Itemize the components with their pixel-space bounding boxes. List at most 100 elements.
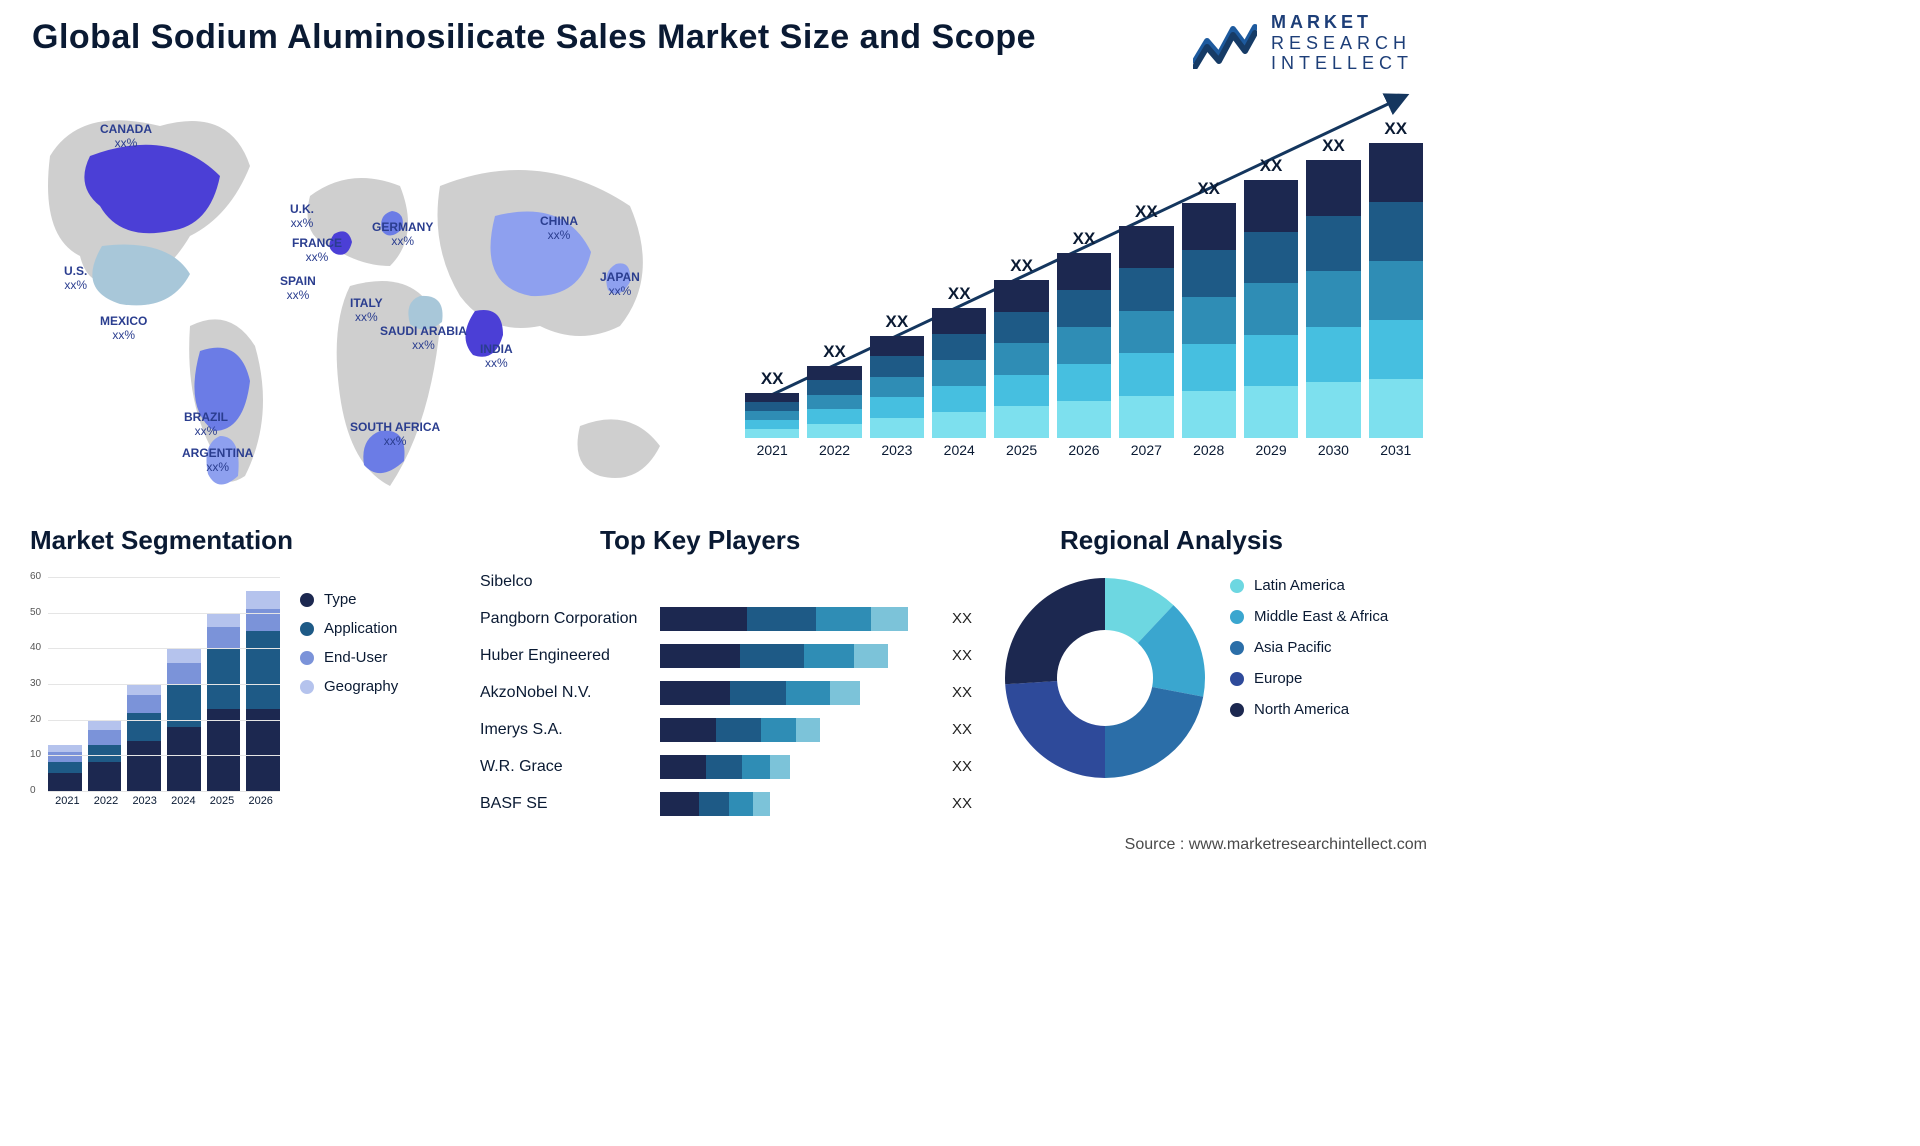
seg-y-tick: 0	[30, 785, 36, 796]
forecast-column: XX2024	[932, 284, 986, 458]
seg-bar-segment	[48, 745, 82, 752]
seg-year-label: 2024	[164, 795, 203, 817]
forecast-top-label: XX	[1135, 202, 1158, 222]
map-label: SOUTH AFRICAxx%	[350, 420, 440, 449]
player-value-label: XX	[946, 721, 980, 738]
seg-bar-segment	[246, 631, 280, 709]
player-bar-segment	[730, 681, 786, 705]
seg-column	[127, 684, 161, 791]
player-bar-segment	[660, 792, 699, 816]
forecast-bar	[1369, 143, 1423, 438]
map-label: BRAZILxx%	[184, 410, 228, 439]
forecast-bar-segment	[994, 406, 1048, 438]
forecast-bar-segment	[1057, 327, 1111, 364]
seg-y-tick: 50	[30, 607, 41, 618]
forecast-bar-segment	[1306, 327, 1360, 383]
segmentation-legend: Type Application End-User Geography	[300, 591, 398, 695]
player-bar-segment	[660, 644, 740, 668]
player-bar-segment	[716, 718, 761, 742]
seg-bar-segment	[207, 613, 241, 627]
forecast-bar-segment	[1369, 320, 1423, 379]
forecast-bar-segment	[1369, 261, 1423, 320]
legend-swatch	[300, 622, 314, 636]
forecast-bar-segment	[1182, 203, 1236, 250]
player-bar-segment	[706, 755, 742, 779]
player-name: AkzoNobel N.V.	[480, 684, 660, 702]
brand-logo-icon	[1193, 17, 1257, 69]
forecast-bar-segment	[870, 418, 924, 438]
player-bar-segment	[660, 718, 716, 742]
seg-column	[48, 745, 82, 791]
seg-gridline	[48, 720, 280, 721]
player-bar-segment	[699, 792, 730, 816]
forecast-column: XX2029	[1244, 156, 1298, 458]
seg-column	[207, 613, 241, 791]
forecast-column: XX2031	[1369, 119, 1423, 458]
forecast-column: XX2025	[994, 256, 1048, 458]
forecast-bar	[1057, 253, 1111, 438]
forecast-column: XX2027	[1119, 202, 1173, 458]
legend-label: Application	[324, 620, 397, 637]
seg-y-tick: 30	[30, 678, 41, 689]
player-name: Pangborn Corporation	[480, 610, 660, 628]
legend-label: Type	[324, 591, 357, 608]
seg-bar-segment	[127, 713, 161, 742]
key-players-list: SibelcoPangborn CorporationXXHuber Engin…	[480, 565, 980, 820]
forecast-bar	[1244, 180, 1298, 438]
player-bar-segment	[753, 792, 770, 816]
forecast-bar-segment	[1369, 202, 1423, 261]
forecast-top-label: XX	[1322, 136, 1345, 156]
forecast-bar-segment	[870, 336, 924, 356]
forecast-bar-segment	[807, 366, 861, 380]
seg-gridline	[48, 755, 280, 756]
forecast-bar-segment	[932, 308, 986, 334]
forecast-bar-segment	[1057, 290, 1111, 327]
forecast-year-label: 2022	[819, 442, 850, 458]
player-bar-segment	[761, 718, 796, 742]
legend-label: Europe	[1254, 670, 1302, 687]
map-label: CHINAxx%	[540, 214, 578, 243]
forecast-bar-segment	[1057, 401, 1111, 438]
forecast-year-label: 2028	[1193, 442, 1224, 458]
forecast-column: XX2022	[807, 342, 861, 458]
player-bar-segment	[747, 607, 816, 631]
seg-bar-segment	[88, 762, 122, 791]
seg-gridline	[48, 684, 280, 685]
legend-label: Geography	[324, 678, 398, 695]
forecast-year-label: 2029	[1255, 442, 1286, 458]
map-label: U.K.xx%	[290, 202, 314, 231]
player-value-label: XX	[946, 647, 980, 664]
seg-year-label: 2023	[125, 795, 164, 817]
page-title: Global Sodium Aluminosilicate Sales Mark…	[32, 18, 1036, 57]
forecast-year-label: 2026	[1068, 442, 1099, 458]
forecast-bar-segment	[870, 397, 924, 417]
source-footer: Source : www.marketresearchintellect.com	[1125, 836, 1427, 854]
seg-gridline	[48, 791, 280, 792]
map-label: MEXICOxx%	[100, 314, 147, 343]
forecast-bar-segment	[745, 393, 799, 402]
regional-legend: Latin AmericaMiddle East & AfricaAsia Pa…	[1230, 577, 1388, 718]
seg-gridline	[48, 613, 280, 614]
player-name: Imerys S.A.	[480, 721, 660, 739]
map-label: SAUDI ARABIAxx%	[380, 324, 467, 353]
world-map-panel: CANADAxx%U.S.xx%MEXICOxx%BRAZILxx%ARGENT…	[20, 96, 720, 506]
seg-bar-segment	[207, 648, 241, 709]
forecast-bar	[1182, 203, 1236, 438]
player-bar-segment	[830, 681, 860, 705]
legend-swatch	[300, 593, 314, 607]
seg-legend-item: End-User	[300, 649, 398, 666]
map-label: JAPANxx%	[600, 270, 640, 299]
player-bar-segment	[854, 644, 888, 668]
seg-bar-segment	[167, 663, 201, 684]
player-row: AkzoNobel N.V.XX	[480, 676, 980, 709]
forecast-bar-segment	[1244, 386, 1298, 438]
forecast-bar-segment	[745, 402, 799, 411]
seg-bar-segment	[48, 773, 82, 791]
legend-swatch	[1230, 703, 1244, 717]
map-label: ITALYxx%	[350, 296, 383, 325]
seg-gridline	[48, 648, 280, 649]
forecast-bar-segment	[1182, 344, 1236, 391]
forecast-top-label: XX	[948, 284, 971, 304]
player-bar-segment	[660, 607, 747, 631]
forecast-bar-segment	[870, 377, 924, 397]
